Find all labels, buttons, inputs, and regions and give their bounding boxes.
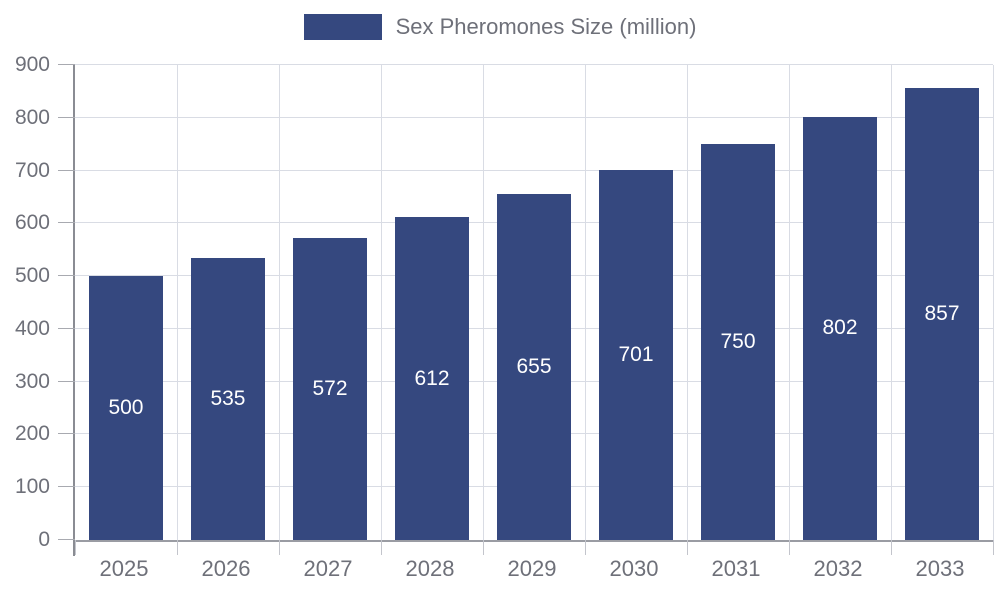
gridline-horizontal — [75, 64, 993, 65]
gridline-vertical — [483, 65, 484, 540]
bar-value-label: 750 — [720, 330, 756, 354]
y-axis-label: 300 — [14, 369, 50, 393]
plot-area: 500 535 572 612 655 701 750 802 857 — [58, 64, 994, 556]
gridline-vertical — [585, 65, 586, 540]
bar-2030[interactable]: 701 — [599, 170, 673, 540]
gridline-vertical — [789, 65, 790, 540]
y-axis-tick — [58, 222, 75, 224]
x-axis: 2025 2026 2027 2028 2029 2030 2031 2032 2033 — [73, 556, 991, 588]
y-axis-label: 800 — [14, 105, 50, 129]
gridline-vertical — [686, 65, 688, 540]
y-axis-label: 0 — [38, 528, 50, 551]
bar-value-label: 612 — [414, 366, 450, 390]
y-axis-tick — [58, 380, 75, 382]
bar-value-label: 857 — [924, 301, 960, 325]
bar-value-label: 500 — [108, 396, 144, 420]
y-axis-label: 600 — [14, 211, 50, 235]
gridline-horizontal — [75, 116, 993, 118]
y-axis-label: 400 — [14, 316, 50, 340]
x-axis-label-2032: 2032 — [813, 556, 863, 581]
gridline-vertical — [380, 65, 382, 540]
bar-2026[interactable]: 535 — [190, 257, 265, 540]
y-axis-label: 500 — [14, 264, 50, 288]
bar-2028[interactable]: 612 — [395, 217, 469, 540]
x-axis-label-2033: 2033 — [915, 556, 965, 581]
bar-value-label: 701 — [618, 343, 654, 367]
y-axis-tick — [58, 116, 75, 118]
gridline-vertical — [993, 65, 994, 540]
bar-2033[interactable]: 857 — [905, 87, 979, 540]
x-axis-label-2031: 2031 — [711, 556, 761, 581]
bar-2027[interactable]: 572 — [293, 238, 367, 540]
x-axis-label-2028: 2028 — [405, 556, 455, 581]
x-axis-label-2027: 2027 — [303, 556, 353, 581]
legend-label: Sex Pheromones Size (million) — [395, 14, 697, 39]
gridline-vertical — [279, 65, 280, 540]
gridline-horizontal — [75, 169, 993, 171]
y-axis-tick — [58, 275, 75, 277]
y-axis-line-extension — [73, 540, 75, 556]
y-axis-tick — [58, 486, 75, 488]
bar-2025[interactable]: 500 — [88, 276, 163, 540]
gridline-vertical — [891, 65, 892, 540]
x-axis-tick — [279, 540, 280, 555]
x-axis-label-2030: 2030 — [609, 556, 659, 581]
x-axis-tick — [75, 540, 76, 555]
y-axis-label: 700 — [14, 158, 50, 182]
legend-swatch-icon — [303, 14, 382, 40]
x-axis-label-2029: 2029 — [507, 556, 557, 581]
y-axis-label: 100 — [14, 475, 50, 499]
y-axis-tick — [58, 64, 75, 65]
y-axis-tick — [58, 327, 75, 329]
gridline-vertical — [177, 65, 178, 540]
bar-2031[interactable]: 750 — [701, 144, 775, 540]
x-axis-tick — [891, 540, 892, 555]
x-axis-tick — [686, 540, 688, 555]
x-axis-tick — [585, 540, 586, 555]
bar-2029[interactable]: 655 — [497, 194, 571, 540]
x-axis-label-2025: 2025 — [99, 556, 149, 581]
bar-value-label: 655 — [516, 355, 552, 379]
y-axis-tick — [58, 539, 75, 540]
x-axis-tick — [380, 540, 382, 555]
bar-value-label: 572 — [312, 377, 348, 401]
x-axis-tick — [993, 540, 994, 555]
bar-value-label: 535 — [210, 386, 246, 410]
bar-2032[interactable]: 802 — [803, 116, 877, 540]
bar-value-label: 802 — [822, 316, 858, 340]
x-axis-tick — [789, 540, 790, 555]
y-axis-tick — [58, 433, 75, 435]
y-axis-tick — [58, 169, 75, 171]
x-axis-tick — [177, 540, 178, 555]
y-axis: 0 100 200 300 400 500 600 700 800 900 — [0, 53, 50, 551]
x-axis-tick — [483, 540, 484, 555]
y-axis-label: 200 — [14, 422, 50, 446]
y-axis-label: 900 — [14, 53, 50, 76]
x-axis-label-2026: 2026 — [201, 556, 251, 581]
chart-legend[interactable]: Sex Pheromones Size (million) — [0, 14, 1000, 40]
